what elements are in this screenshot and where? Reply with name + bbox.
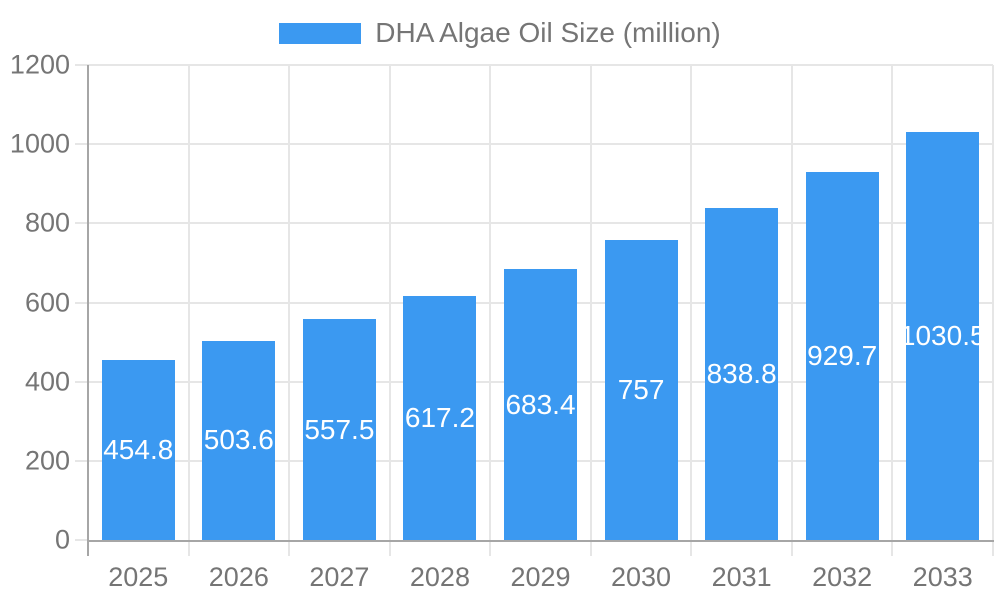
y-gridline <box>88 143 993 146</box>
x-axis-tick-label: 2028 <box>409 562 470 592</box>
bar[interactable] <box>302 319 376 540</box>
x-tick <box>589 540 592 556</box>
y-axis-line <box>87 65 89 556</box>
y-tick <box>75 459 88 462</box>
bar-value-label: 617.2 <box>404 401 475 433</box>
x-gridline <box>489 65 492 540</box>
x-gridline <box>790 65 793 540</box>
y-axis-tick-label: 800 <box>24 207 70 238</box>
x-gridline <box>388 65 391 540</box>
bar-value-label: 503.6 <box>203 424 274 456</box>
x-tick <box>489 540 492 556</box>
bar[interactable] <box>101 359 175 540</box>
x-axis-line <box>87 540 994 542</box>
y-axis-tick-label: 1000 <box>9 128 70 159</box>
x-tick <box>187 540 190 556</box>
x-gridline <box>992 65 994 540</box>
x-gridline <box>288 65 291 540</box>
bar[interactable] <box>504 269 577 540</box>
y-tick <box>75 380 88 383</box>
y-axis-tick-label: 600 <box>24 287 70 317</box>
y-axis-tick-label: 200 <box>24 445 70 476</box>
legend-swatch <box>279 22 362 44</box>
y-tick <box>75 539 88 541</box>
x-gridline <box>690 65 693 540</box>
bar-value-label: 683.4 <box>505 388 576 420</box>
legend[interactable]: DHA Algae Oil Size (million) <box>0 17 1000 48</box>
x-tick <box>388 540 391 556</box>
bar[interactable] <box>403 295 477 540</box>
x-gridline <box>187 65 190 540</box>
y-tick <box>75 301 88 304</box>
bar-value-label: 757 <box>617 374 665 406</box>
bar[interactable] <box>705 207 779 540</box>
x-gridline <box>891 65 894 540</box>
bar[interactable] <box>906 132 980 540</box>
legend-label: DHA Algae Oil Size (million) <box>375 17 721 48</box>
x-gridline <box>589 65 592 540</box>
bar[interactable] <box>202 340 276 540</box>
x-axis-tick-label: 2027 <box>309 562 370 592</box>
y-tick <box>75 143 88 146</box>
y-tick <box>75 64 88 66</box>
x-tick <box>690 540 693 556</box>
bar-value-label: 929.7 <box>807 339 878 371</box>
x-tick <box>790 540 793 556</box>
bar-value-label: 838.8 <box>706 357 777 389</box>
bar[interactable] <box>805 171 879 540</box>
bar-value-label: 454.8 <box>103 433 174 465</box>
x-axis-tick-label: 2033 <box>912 562 973 592</box>
y-tick <box>75 222 88 225</box>
bar-value-label: 557.5 <box>304 413 375 445</box>
y-axis-tick-label: 1200 <box>9 49 70 80</box>
y-gridline <box>88 222 993 225</box>
bar[interactable] <box>604 240 678 540</box>
x-tick <box>992 540 994 556</box>
x-axis-tick-label: 2031 <box>711 562 772 592</box>
y-axis-tick-label: 400 <box>24 366 70 397</box>
x-axis-tick-label: 2025 <box>108 562 169 592</box>
x-axis-tick-label: 2029 <box>510 562 571 592</box>
x-axis-tick-label: 2032 <box>812 562 873 592</box>
bar-value-label: 1030.5 <box>899 320 986 352</box>
y-gridline <box>88 64 993 66</box>
x-axis-tick-label: 2026 <box>208 562 269 592</box>
x-tick <box>891 540 894 556</box>
x-axis-tick-label: 2030 <box>611 562 672 592</box>
y-axis-tick-label: 0 <box>54 524 70 555</box>
x-tick <box>288 540 291 556</box>
